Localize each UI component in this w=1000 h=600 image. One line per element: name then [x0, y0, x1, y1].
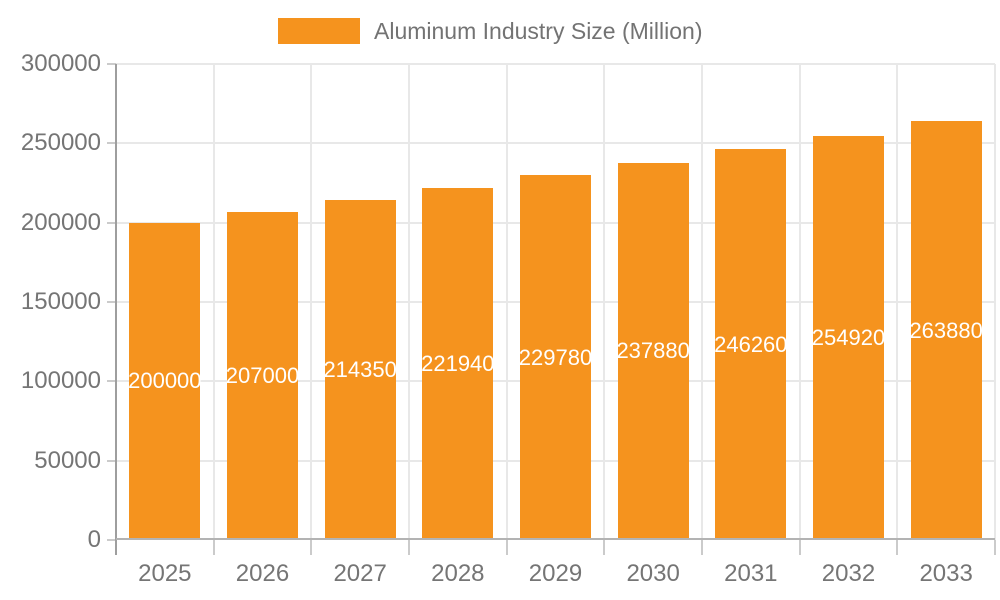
legend-item[interactable]: Aluminum Industry Size (Million) — [278, 16, 702, 46]
x-axis-line — [116, 538, 995, 540]
bar-value-label: 207000 — [225, 362, 300, 388]
bar-2030 — [617, 162, 689, 538]
y-axis-tick-label: 100000 — [20, 367, 101, 395]
bar-2027 — [324, 199, 396, 538]
gridline-v — [505, 64, 508, 540]
x-axis-tick — [896, 540, 899, 555]
x-axis-tick — [310, 540, 313, 555]
y-axis-tick-label: 50000 — [34, 446, 101, 474]
bar-value-label: 214350 — [323, 356, 397, 382]
bar-value-label: 246260 — [714, 331, 788, 357]
x-axis-tick-label: 2028 — [431, 560, 485, 587]
gridline-v — [310, 64, 313, 540]
x-axis-tick — [798, 540, 801, 555]
gridline-v — [798, 64, 801, 540]
bar-value-label: 254920 — [811, 324, 886, 350]
bar-value-label: 221940 — [421, 350, 495, 376]
x-axis-tick-label: 2032 — [821, 560, 876, 587]
gridline-v — [994, 64, 996, 540]
y-axis-tick-label: 250000 — [20, 129, 101, 157]
y-axis-tick — [107, 301, 116, 303]
bar-2031 — [715, 149, 787, 538]
legend-label: Aluminum Industry Size (Million) — [374, 17, 703, 44]
y-axis-tick — [107, 380, 116, 383]
y-axis-tick — [107, 459, 116, 462]
gridline-h — [116, 142, 995, 145]
gridline-v — [408, 64, 410, 540]
legend-swatch — [278, 18, 360, 44]
x-axis-tick — [701, 540, 703, 555]
bar-value-label: 200000 — [128, 368, 202, 394]
bar-2025 — [129, 222, 201, 538]
y-axis-tick-label: 0 — [87, 526, 101, 553]
x-axis-tick-label: 2033 — [919, 560, 973, 587]
y-axis-line — [115, 64, 117, 555]
bar-value-label: 229780 — [518, 344, 593, 370]
y-axis-tick-label: 300000 — [20, 50, 101, 77]
x-axis-tick-label: 2031 — [724, 560, 778, 587]
y-axis-tick — [107, 221, 116, 224]
x-axis-tick-label: 2025 — [138, 560, 192, 587]
y-axis-tick — [107, 539, 116, 541]
bar-2028 — [422, 187, 494, 538]
y-axis-tick-label: 200000 — [20, 208, 101, 236]
y-axis-tick — [107, 142, 116, 145]
x-axis-tick — [212, 540, 215, 555]
x-axis-tick — [603, 540, 606, 555]
x-axis-tick-label: 2030 — [626, 560, 680, 587]
x-axis-tick — [408, 540, 410, 555]
bar-2033 — [910, 121, 982, 538]
x-axis-tick — [505, 540, 508, 555]
bar-2032 — [813, 135, 884, 538]
x-axis-tick — [994, 540, 996, 555]
y-axis-tick — [107, 63, 116, 65]
gridline-v — [701, 64, 703, 540]
x-axis-tick-label: 2029 — [528, 560, 583, 587]
x-axis-tick-label: 2026 — [235, 560, 290, 587]
y-axis-tick-label: 150000 — [20, 288, 101, 315]
bar-value-label: 237880 — [616, 338, 690, 364]
bar-2026 — [227, 211, 298, 538]
gridline-h — [116, 63, 995, 65]
bar-value-label: 263880 — [909, 317, 983, 343]
gridline-v — [896, 64, 899, 540]
gridline-v — [603, 64, 606, 540]
x-axis-tick-label: 2027 — [333, 560, 387, 587]
gridline-v — [212, 64, 215, 540]
bar-2029 — [520, 175, 591, 538]
